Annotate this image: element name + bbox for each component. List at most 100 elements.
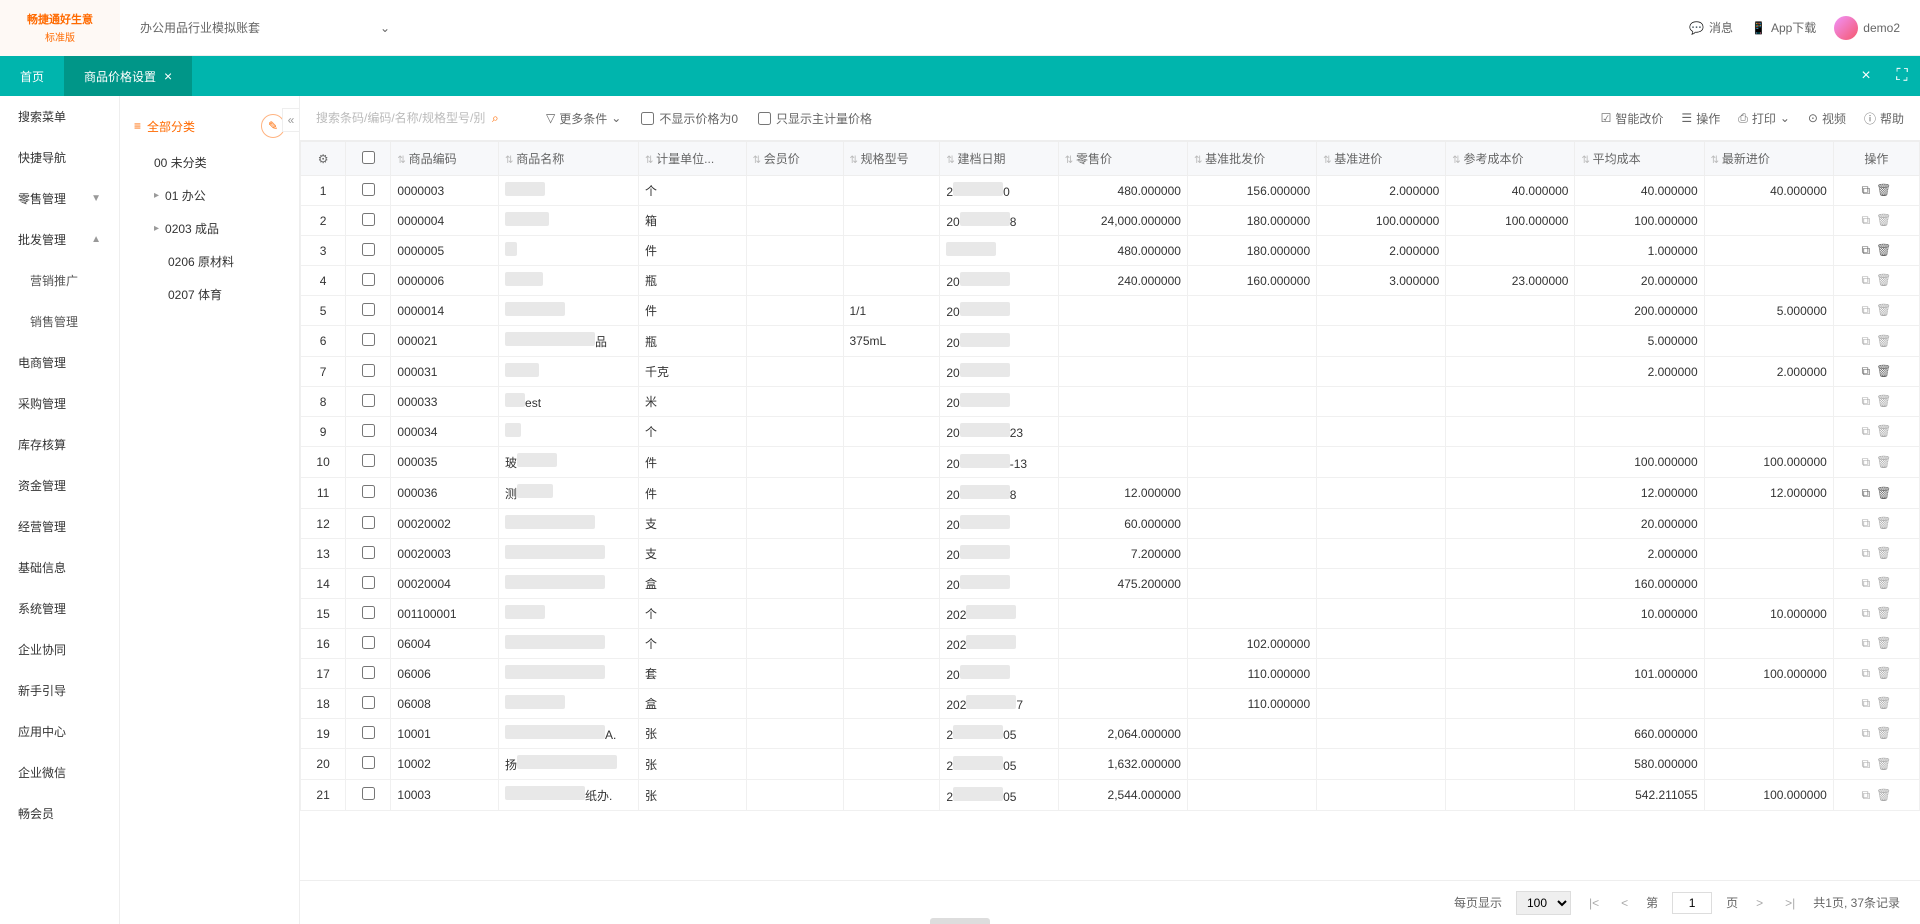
row-check[interactable] [362,333,375,346]
tree-item[interactable]: 0206 原材料 [120,245,299,278]
row-check[interactable] [362,516,375,529]
copy-icon[interactable]: ⧉ [1862,576,1871,591]
sidebar-item[interactable]: 电商管理 [0,342,119,383]
col-header[interactable]: 平均成本 [1575,142,1704,176]
copy-icon[interactable]: ⧉ [1862,636,1871,651]
delete-icon[interactable]: 🗑 [1876,726,1891,741]
delete-icon[interactable]: 🗑 [1876,576,1891,591]
print-button[interactable]: ⎙打印⌄ [1738,110,1790,127]
more-filters-button[interactable]: ▽更多条件⌄ [546,110,621,127]
ops-button[interactable]: ☰操作 [1681,110,1720,127]
row-check[interactable] [362,273,375,286]
col-header[interactable]: 商品名称 [499,142,639,176]
row-check[interactable] [362,485,375,498]
copy-icon[interactable]: ⧉ [1862,757,1871,772]
delete-icon[interactable]: 🗑 [1876,788,1891,803]
sidebar-item[interactable]: 快捷导航 [0,137,119,178]
col-header[interactable]: 建档日期 [940,142,1058,176]
col-header[interactable]: 商品编码 [391,142,499,176]
delete-icon[interactable]: 🗑 [1876,334,1891,349]
delete-icon[interactable]: 🗑 [1876,243,1891,258]
app-download-button[interactable]: 📱App下载 [1751,19,1816,36]
row-check[interactable] [362,666,375,679]
page-input[interactable] [1672,892,1712,914]
messages-button[interactable]: 💬消息 [1689,19,1733,36]
tree-item[interactable]: 0207 体育 [120,278,299,311]
page-size-select[interactable]: 100 [1516,891,1571,915]
row-check[interactable] [362,424,375,437]
col-header[interactable]: 规格型号 [843,142,940,176]
row-check[interactable] [362,576,375,589]
copy-icon[interactable]: ⧉ [1862,303,1871,318]
row-check[interactable] [362,213,375,226]
copy-icon[interactable]: ⧉ [1862,606,1871,621]
sidebar-item[interactable]: 企业微信 [0,752,119,793]
copy-icon[interactable]: ⧉ [1862,334,1871,349]
delete-icon[interactable]: 🗑 [1876,394,1891,409]
copy-icon[interactable]: ⧉ [1862,546,1871,561]
drag-handle[interactable] [930,918,990,924]
copy-icon[interactable]: ⧉ [1862,424,1871,439]
fullscreen-button[interactable]: ⛶ [1884,56,1920,96]
row-check[interactable] [362,546,375,559]
help-button[interactable]: ⓘ帮助 [1864,110,1904,127]
delete-icon[interactable]: 🗑 [1876,424,1891,439]
tab-price-settings[interactable]: 商品价格设置 × [64,56,192,96]
delete-icon[interactable]: 🗑 [1876,636,1891,651]
tree-root[interactable]: ≡ 全部分类 ✎ [120,106,299,146]
row-check[interactable] [362,364,375,377]
col-header[interactable]: 基准批发价 [1187,142,1316,176]
delete-icon[interactable]: 🗑 [1876,696,1891,711]
delete-icon[interactable]: 🗑 [1876,213,1891,228]
search-icon[interactable]: ⌕ [492,111,499,126]
tree-item[interactable]: ▸0203 成品 [120,212,299,245]
sidebar-item[interactable]: 应用中心 [0,711,119,752]
sidebar-item[interactable]: 批发管理▲ [0,219,119,260]
tab-home[interactable]: 首页 [0,56,64,96]
col-header[interactable]: 零售价 [1058,142,1187,176]
prev-page-button[interactable]: < [1617,896,1632,910]
delete-icon[interactable]: 🗑 [1876,606,1891,621]
select-all-check[interactable] [362,151,375,164]
sidebar-item[interactable]: 系统管理 [0,588,119,629]
row-check[interactable] [362,726,375,739]
col-header[interactable]: 操作 [1833,142,1919,176]
sidebar-item[interactable]: 库存核算 [0,424,119,465]
row-check[interactable] [362,454,375,467]
copy-icon[interactable]: ⧉ [1862,364,1871,379]
sidebar-item[interactable]: 经营管理 [0,506,119,547]
row-check[interactable] [362,787,375,800]
row-check[interactable] [362,696,375,709]
workspace-selector[interactable]: 办公用品行业模拟账套 ⌄ [140,19,390,36]
sidebar-item[interactable]: 新手引导 [0,670,119,711]
tab-close-all-button[interactable]: × [1848,56,1884,96]
col-header[interactable]: ⚙ [301,142,346,176]
row-check[interactable] [362,303,375,316]
delete-icon[interactable]: 🗑 [1876,486,1891,501]
copy-icon[interactable]: ⧉ [1862,455,1871,470]
copy-icon[interactable]: ⧉ [1862,243,1871,258]
copy-icon[interactable]: ⧉ [1862,666,1871,681]
row-check[interactable] [362,756,375,769]
tree-item[interactable]: ▸01 办公 [120,179,299,212]
user-menu[interactable]: demo2 [1834,16,1900,40]
sidebar-item[interactable]: 零售管理▼ [0,178,119,219]
delete-icon[interactable]: 🗑 [1876,666,1891,681]
row-check[interactable] [362,243,375,256]
sidebar-item[interactable]: 采购管理 [0,383,119,424]
delete-icon[interactable]: 🗑 [1876,364,1891,379]
table-wrap[interactable]: ⚙商品编码商品名称计量单位...会员价规格型号建档日期零售价基准批发价基准进价参… [300,140,1920,880]
sidebar-item[interactable]: 企业协同 [0,629,119,670]
search-input[interactable] [316,111,486,125]
copy-icon[interactable]: ⧉ [1862,213,1871,228]
row-check[interactable] [362,183,375,196]
delete-icon[interactable]: 🗑 [1876,546,1891,561]
copy-icon[interactable]: ⧉ [1862,726,1871,741]
delete-icon[interactable]: 🗑 [1876,303,1891,318]
smart-price-button[interactable]: ☑智能改价 [1601,110,1664,127]
first-page-button[interactable]: |< [1585,896,1603,910]
copy-icon[interactable]: ⧉ [1862,394,1871,409]
row-check[interactable] [362,636,375,649]
sidebar-item[interactable]: 搜索菜单 [0,96,119,137]
delete-icon[interactable]: 🗑 [1876,455,1891,470]
